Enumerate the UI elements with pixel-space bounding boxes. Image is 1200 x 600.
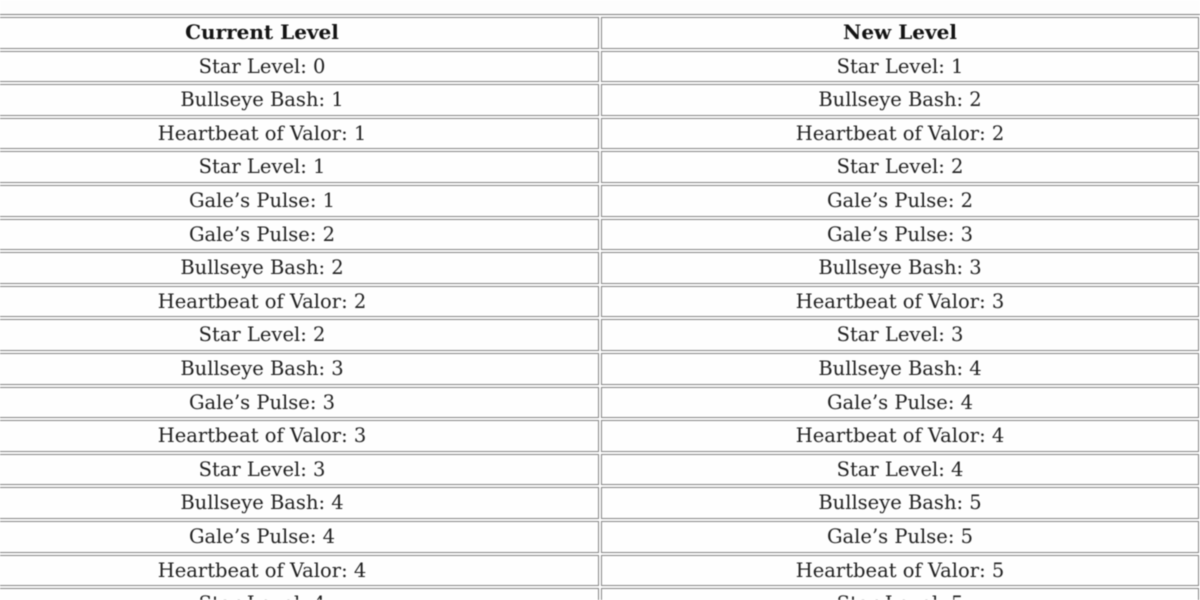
new-level-cell: Bullseye Bash: 5 [601,487,1199,519]
header-new-level: New Level [601,17,1199,49]
new-level-cell: Gale’s Pulse: 5 [601,520,1199,553]
new-level-cell: Star Level: 3 [601,319,1199,351]
table-row: Bullseye Bash: 1 Bullseye Bash: 2 [0,84,1199,116]
level-upgrade-table: Current Level New Level Star Level: 0 Sta… [0,14,1200,600]
table-row: Gale’s Pulse: 4 Gale’s Pulse: 5 [0,520,1199,553]
table-row: Gale’s Pulse: 3 Gale’s Pulse: 4 [0,386,1199,419]
current-level-cell: Star Level: 1 [0,151,599,183]
current-level-cell: Bullseye Bash: 1 [0,84,599,116]
current-level-cell: Gale’s Pulse: 1 [0,184,599,217]
table-row: Star Level: 1 Star Level: 2 [0,151,1199,183]
new-level-cell: Heartbeat of Valor: 4 [601,420,1199,452]
new-level-cell: Heartbeat of Valor: 3 [601,285,1199,318]
new-level-cell: Bullseye Bash: 2 [601,84,1199,116]
current-level-cell: Star Level: 2 [0,319,599,351]
table-row: Gale’s Pulse: 1 Gale’s Pulse: 2 [0,184,1199,217]
current-level-cell: Heartbeat of Valor: 4 [0,554,599,587]
table-row: Bullseye Bash: 4 Bullseye Bash: 5 [0,487,1199,519]
current-level-cell: Heartbeat of Valor: 1 [0,117,599,150]
current-level-cell: Star Level: 0 [0,50,599,83]
new-level-cell: Heartbeat of Valor: 5 [601,554,1199,587]
current-level-cell: Bullseye Bash: 4 [0,487,599,519]
table-row: Gale’s Pulse: 2 Gale’s Pulse: 3 [0,218,1199,251]
table-body: Star Level: 0 Star Level: 1 Bullseye Bash:… [0,50,1199,600]
current-level-cell: Gale’s Pulse: 4 [0,520,599,553]
current-level-cell: Gale’s Pulse: 2 [0,218,599,251]
header-row: Current Level New Level [0,17,1199,49]
new-level-cell: Star Level: 2 [601,151,1199,183]
current-level-cell: Bullseye Bash: 2 [0,252,599,284]
table-row: Bullseye Bash: 3 Bullseye Bash: 4 [0,352,1199,385]
table-row: Star Level: 3 Star Level: 4 [0,453,1199,486]
table-row: Bullseye Bash: 2 Bullseye Bash: 3 [0,252,1199,284]
table-row: Star Level: 0 Star Level: 1 [0,50,1199,83]
new-level-cell: Star Level: 4 [601,453,1199,486]
table-row: Heartbeat of Valor: 3 Heartbeat of Valor:… [0,420,1199,452]
current-level-cell: Gale’s Pulse: 3 [0,386,599,419]
new-level-cell: Gale’s Pulse: 2 [601,184,1199,217]
new-level-cell: Star Level: 5 [601,588,1199,600]
current-level-cell: Bullseye Bash: 3 [0,352,599,385]
table-row: Heartbeat of Valor: 1 Heartbeat of Valor:… [0,117,1199,150]
current-level-cell: Heartbeat of Valor: 3 [0,420,599,452]
new-level-cell: Heartbeat of Valor: 2 [601,117,1199,150]
table-row: Heartbeat of Valor: 2 Heartbeat of Valor:… [0,285,1199,318]
current-level-cell: Star Level: 4 [0,588,599,600]
new-level-cell: Gale’s Pulse: 3 [601,218,1199,251]
current-level-cell: Heartbeat of Valor: 2 [0,285,599,318]
header-current-level: Current Level [0,17,599,49]
new-level-cell: Star Level: 1 [601,50,1199,83]
new-level-cell: Bullseye Bash: 3 [601,252,1199,284]
table-row: Heartbeat of Valor: 4 Heartbeat of Valor:… [0,554,1199,587]
table-row: Star Level: 2 Star Level: 3 [0,319,1199,351]
new-level-cell: Bullseye Bash: 4 [601,352,1199,385]
new-level-cell: Gale’s Pulse: 4 [601,386,1199,419]
current-level-cell: Star Level: 3 [0,453,599,486]
